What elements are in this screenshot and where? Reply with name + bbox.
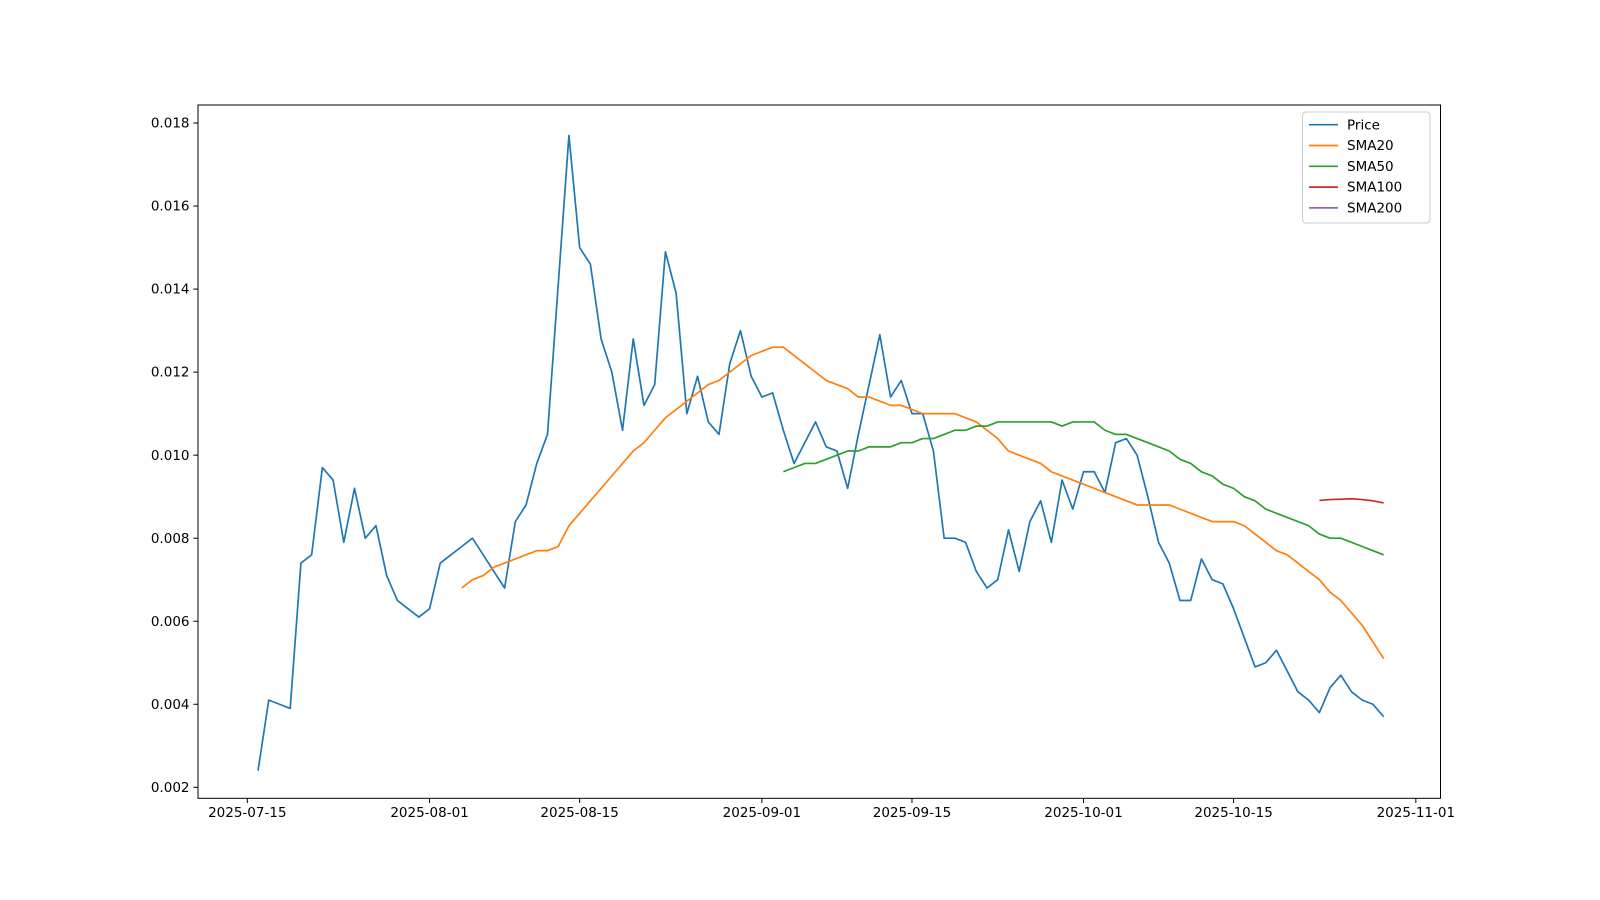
series-group bbox=[257, 134, 1385, 771]
legend: Price SMA20 SMA50 SMA100 SMA200 bbox=[1302, 111, 1431, 224]
x-tick-label: 2025-11-01 bbox=[1377, 805, 1455, 821]
legend-entry-sma200: SMA200 bbox=[1309, 201, 1402, 217]
y-tick-label: 0.014 bbox=[151, 282, 190, 298]
x-axis: 2025-07-15 2025-08-01 2025-08-15 2025-09-01… bbox=[208, 798, 1455, 821]
x-tick-label: 2025-08-01 bbox=[390, 805, 468, 821]
x-tick-label: 2025-09-01 bbox=[723, 805, 801, 821]
y-tick-label: 0.018 bbox=[151, 116, 190, 132]
y-tick-label: 0.012 bbox=[151, 365, 190, 381]
y-tick-label: 0.008 bbox=[151, 531, 190, 547]
y-tick-label: 0.004 bbox=[151, 697, 190, 713]
series-sma50-line bbox=[783, 421, 1384, 556]
legend-entry-sma50: SMA50 bbox=[1309, 159, 1394, 175]
legend-label: Price bbox=[1347, 117, 1380, 133]
series-price-line bbox=[257, 134, 1385, 771]
plot-area bbox=[198, 105, 1441, 799]
y-tick-label: 0.002 bbox=[151, 780, 190, 796]
y-axis: 0.002 0.004 0.006 0.008 0.010 0.012 0.014 0.016… bbox=[151, 116, 198, 796]
legend-entry-sma100: SMA100 bbox=[1309, 180, 1402, 196]
axes-spines bbox=[197, 104, 1441, 799]
legend-entry-price: Price bbox=[1309, 117, 1380, 133]
x-tick-label: 2025-07-15 bbox=[208, 805, 286, 821]
series-sma100-line bbox=[1319, 497, 1384, 504]
legend-entry-sma20: SMA20 bbox=[1309, 138, 1394, 154]
x-tick-label: 2025-10-01 bbox=[1044, 805, 1122, 821]
x-tick-label: 2025-10-15 bbox=[1194, 805, 1272, 821]
plot-border bbox=[197, 104, 1441, 799]
legend-label: SMA20 bbox=[1347, 138, 1394, 154]
x-tick-label: 2025-08-15 bbox=[540, 805, 618, 821]
y-tick-label: 0.006 bbox=[151, 614, 190, 630]
y-tick-label: 0.016 bbox=[151, 199, 190, 215]
legend-label: SMA50 bbox=[1347, 159, 1394, 175]
legend-label: SMA200 bbox=[1347, 201, 1402, 217]
y-tick-label: 0.010 bbox=[151, 448, 190, 464]
legend-label: SMA100 bbox=[1347, 180, 1402, 196]
series-sma20-line bbox=[461, 346, 1385, 660]
x-tick-label: 2025-09-15 bbox=[873, 805, 951, 821]
legend-box bbox=[1302, 111, 1431, 224]
